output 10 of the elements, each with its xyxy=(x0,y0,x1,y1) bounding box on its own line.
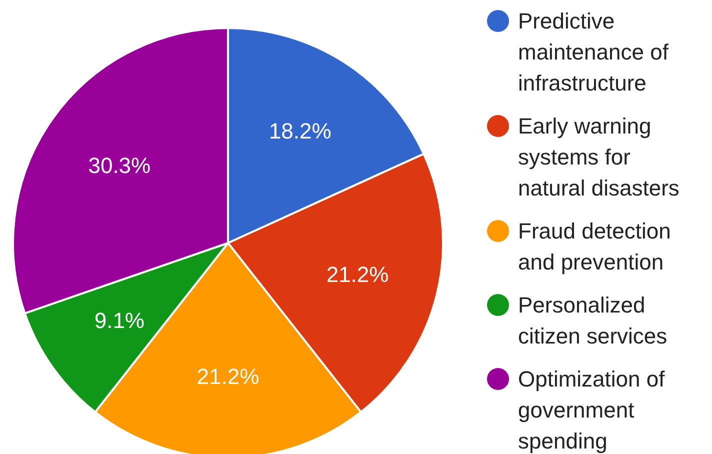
data-label: 18.2% xyxy=(268,118,332,144)
data-label: 30.3% xyxy=(88,153,151,178)
legend-label: Optimization of government spending xyxy=(518,366,666,454)
data-label: 9.1% xyxy=(94,308,145,333)
legend-label: Personalized citizen services xyxy=(518,292,668,348)
data-label: 21.2% xyxy=(196,364,260,389)
data-label: 21.2% xyxy=(326,262,389,288)
legend-label: Early warning systems for natural disasters xyxy=(518,114,680,200)
legend-label: Predictive maintenance of infrastructure xyxy=(518,8,670,96)
legend-label: Fraud detection and prevention xyxy=(518,218,671,274)
